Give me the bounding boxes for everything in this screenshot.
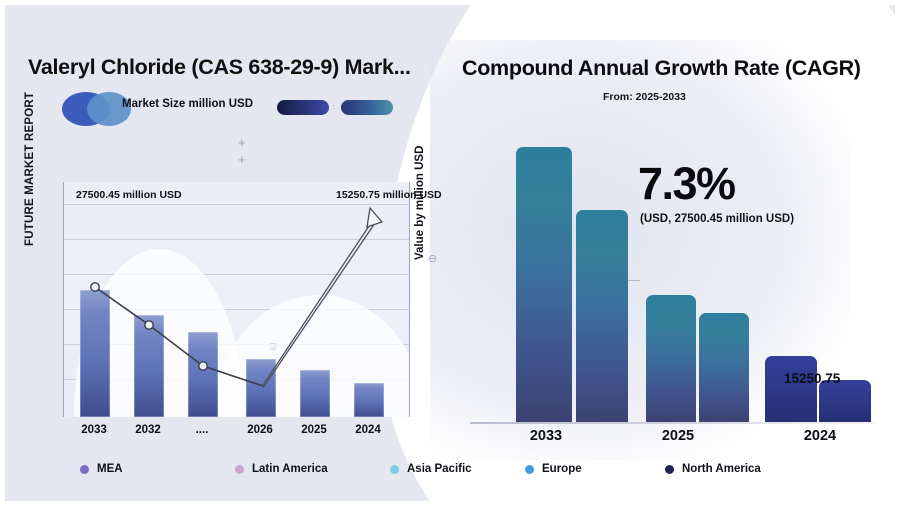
legend-label: North America [682, 463, 761, 475]
trend-marker [90, 282, 100, 292]
legend-item[interactable]: North America [665, 463, 761, 475]
right-chart-title: Compound Annual Growth Rate (CAGR) [462, 56, 861, 80]
trend-marker [198, 361, 208, 371]
legend-pill-primary [277, 100, 329, 115]
left-plot-area: ⌸ ⧉ [63, 182, 410, 417]
right-x-tick: 2025 [661, 428, 695, 444]
legend-item[interactable]: MEA [80, 463, 123, 475]
legend-swatch-icon [390, 464, 399, 474]
left-high-value-label: 27500.45 million USD [76, 189, 182, 201]
right-bar [819, 380, 871, 422]
gridline [64, 239, 409, 240]
left-x-tick: 2026 [247, 424, 273, 436]
legend-item[interactable]: Asia Pacific [390, 463, 472, 475]
market-size-caption: Market Size million USD [122, 98, 254, 110]
gridline [64, 274, 409, 275]
right-y-axis-label: Value by million USD [414, 145, 426, 260]
growth-arrow-line-b [262, 222, 376, 389]
legend-swatch-icon [235, 464, 244, 474]
left-chart-title: Valeryl Chloride (CAS 638-29-9) Mark... [28, 55, 411, 79]
left-bar [300, 370, 330, 417]
right-x-axis: 2033 2025 2024 [468, 428, 888, 448]
trend-marker [144, 320, 154, 330]
right-chart-subtitle: From: 2025-2033 [603, 91, 686, 103]
left-x-tick: 2025 [301, 424, 327, 436]
left-low-value-label: 15250.75 million USD [336, 189, 442, 201]
right-bar [699, 313, 749, 422]
gridline [64, 204, 409, 205]
legend-label: MEA [97, 463, 123, 475]
left-x-tick: .... [195, 424, 209, 436]
legend-label: Asia Pacific [407, 463, 472, 475]
logo-circle-secondary [87, 92, 131, 126]
right-bar [646, 295, 696, 422]
chart-legend: MEA Latin America Asia Pacific Europe North … [60, 463, 800, 487]
right-chart-panel: Compound Annual Growth Rate (CAGR) From:… [440, 0, 900, 506]
right-plot-area [468, 130, 888, 424]
right-x-tick: 2033 [529, 428, 563, 444]
trend-line [94, 286, 264, 387]
cagr-note: (USD, 27500.45 million USD) [640, 213, 795, 225]
right-bar-value-label: 15250.75 [784, 371, 841, 386]
left-line-overlay [90, 206, 384, 389]
minus-circle-icon: ⊖ [428, 253, 438, 265]
legend-item[interactable]: Europe [525, 463, 582, 475]
left-bar [246, 359, 276, 417]
legend-swatch-icon [525, 464, 534, 474]
left-y-axis-label: FUTURE MARKET REPORT [24, 91, 36, 246]
gridline [64, 309, 409, 310]
left-x-tick: 2032 [135, 424, 161, 436]
legend-swatch-icon [665, 464, 674, 474]
right-x-tick: 2024 [803, 428, 837, 444]
legend-label: Latin America [252, 463, 328, 475]
legend-pill-secondary [341, 100, 393, 115]
growth-arrow-line-a [262, 219, 374, 386]
left-x-tick: 2024 [355, 424, 381, 436]
right-bar [576, 210, 628, 422]
left-x-axis: 2033 2032.... 2026 2025 2024 [63, 424, 412, 442]
cagr-value: 7.3% [638, 158, 736, 209]
right-bar [516, 147, 572, 422]
legend-pill-separator: : [333, 104, 335, 111]
tiny-doc-icon: ⌸ [270, 342, 276, 353]
growth-arrow-head [366, 206, 384, 228]
plus-icon-bottom: + [238, 152, 246, 167]
left-bar [354, 383, 384, 417]
brand-logo [62, 92, 134, 126]
left-bar [80, 290, 110, 417]
right-bar [765, 356, 817, 422]
plus-icon-top: + [238, 135, 246, 150]
legend-item[interactable]: Latin America [235, 463, 328, 475]
left-x-tick: 2033 [81, 424, 107, 436]
legend-label: Europe [542, 463, 582, 475]
legend-swatch-icon [80, 464, 89, 474]
left-chart-panel: Valeryl Chloride (CAS 638-29-9) Mark... … [24, 55, 442, 442]
right-axis-line [470, 422, 876, 424]
left-bar [188, 332, 218, 417]
